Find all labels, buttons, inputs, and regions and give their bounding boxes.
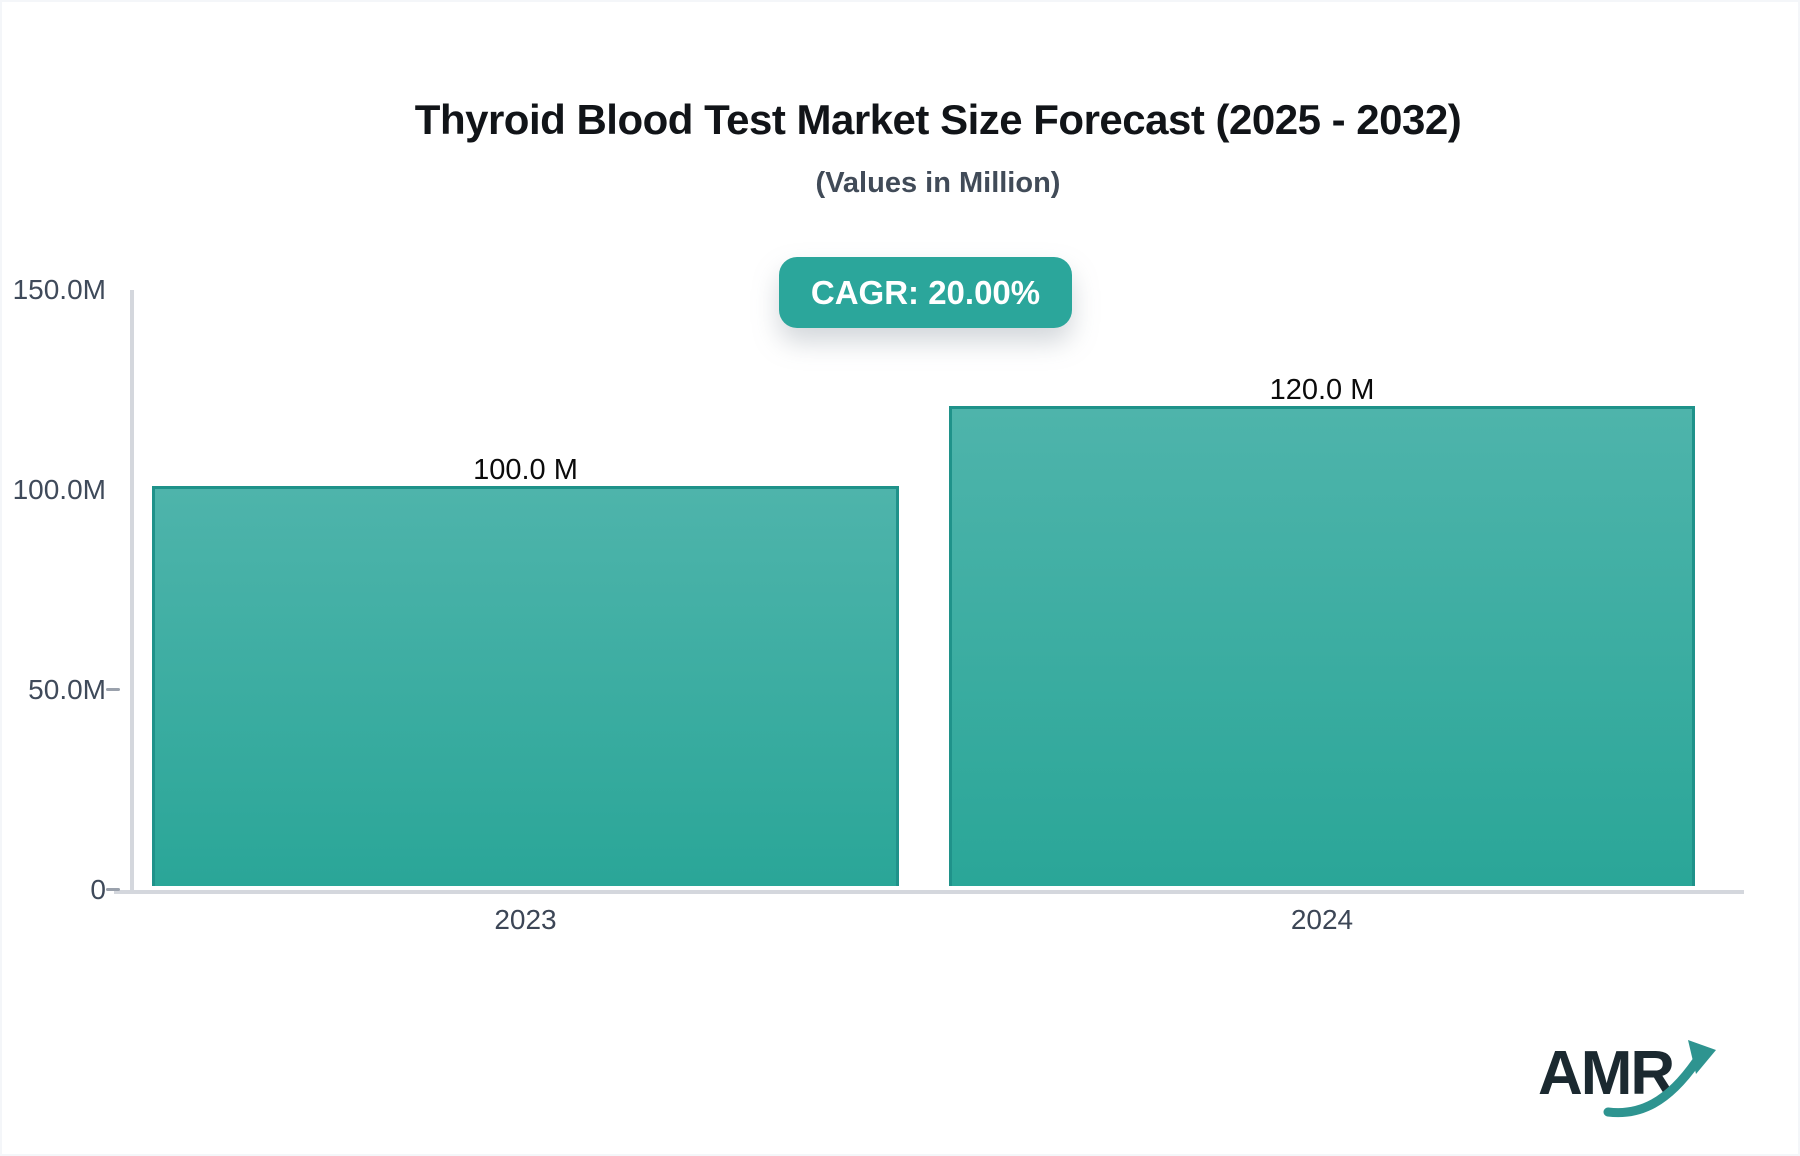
logo-arrow-head-icon bbox=[1688, 1040, 1716, 1074]
x-axis-line bbox=[114, 890, 1744, 894]
cagr-badge: CAGR: 20.00% bbox=[779, 257, 1072, 328]
amr-logo-text: AMR bbox=[1538, 1039, 1674, 1108]
y-tick-mark-50m bbox=[106, 688, 120, 691]
bar-2024 bbox=[949, 406, 1695, 886]
y-tick-label-150m: 150.0M bbox=[12, 274, 106, 305]
y-tick-label-100m: 100.0M bbox=[12, 474, 106, 505]
y-tick-label-0: 0 bbox=[90, 874, 106, 905]
y-tick-mark-0 bbox=[106, 888, 120, 891]
bar-2023 bbox=[152, 486, 899, 886]
cagr-badge-label: CAGR: 20.00% bbox=[810, 273, 1041, 311]
logo-arrow-swoosh bbox=[1603, 1057, 1701, 1118]
amr-logo-graphic: AMR bbox=[1538, 1039, 1716, 1118]
amr-logo: AMR bbox=[1530, 1024, 1780, 1124]
y-tick-label-50m: 50.0M bbox=[28, 674, 106, 705]
x-axis-label-2023: 2023 bbox=[494, 904, 557, 935]
bar-value-label-2023: 100.0 M bbox=[473, 454, 578, 486]
x-axis-label-2024: 2024 bbox=[1290, 904, 1354, 935]
chart-subtitle: (Values in Million) bbox=[815, 167, 1061, 199]
bar-value-label-2024: 120.0 M bbox=[1269, 374, 1375, 406]
y-axis-line bbox=[130, 290, 134, 894]
chart-title: Thyroid Blood Test Market Size Forecast … bbox=[414, 96, 1462, 143]
